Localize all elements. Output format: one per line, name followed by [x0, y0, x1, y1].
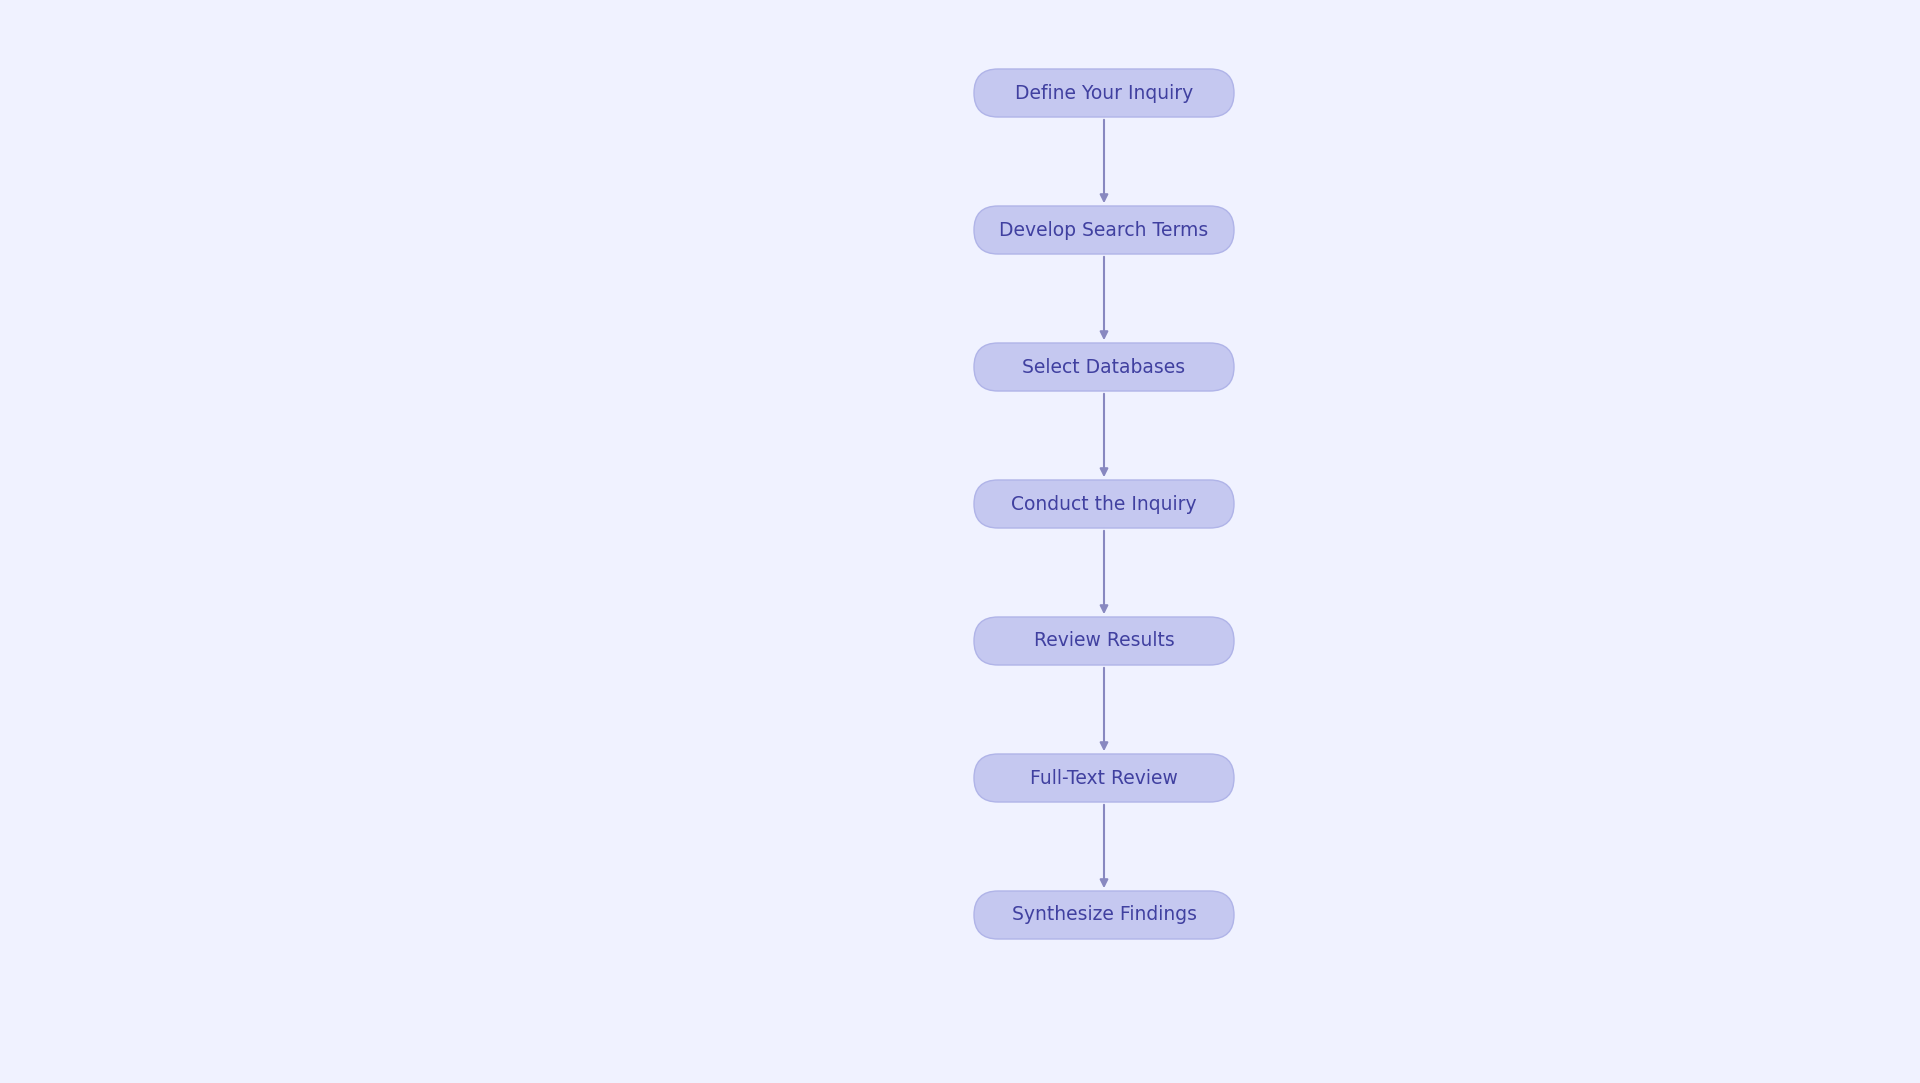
Text: Define Your Inquiry: Define Your Inquiry: [1016, 83, 1192, 103]
FancyBboxPatch shape: [973, 617, 1235, 665]
Text: Select Databases: Select Databases: [1023, 357, 1185, 377]
FancyBboxPatch shape: [973, 754, 1235, 803]
Text: Conduct the Inquiry: Conduct the Inquiry: [1012, 495, 1196, 513]
FancyBboxPatch shape: [973, 891, 1235, 939]
FancyBboxPatch shape: [973, 206, 1235, 255]
Text: Synthesize Findings: Synthesize Findings: [1012, 905, 1196, 925]
FancyBboxPatch shape: [973, 480, 1235, 529]
FancyBboxPatch shape: [973, 69, 1235, 117]
Text: Full-Text Review: Full-Text Review: [1029, 769, 1179, 787]
Text: Develop Search Terms: Develop Search Terms: [1000, 221, 1208, 239]
Text: Review Results: Review Results: [1033, 631, 1175, 651]
FancyBboxPatch shape: [973, 343, 1235, 391]
